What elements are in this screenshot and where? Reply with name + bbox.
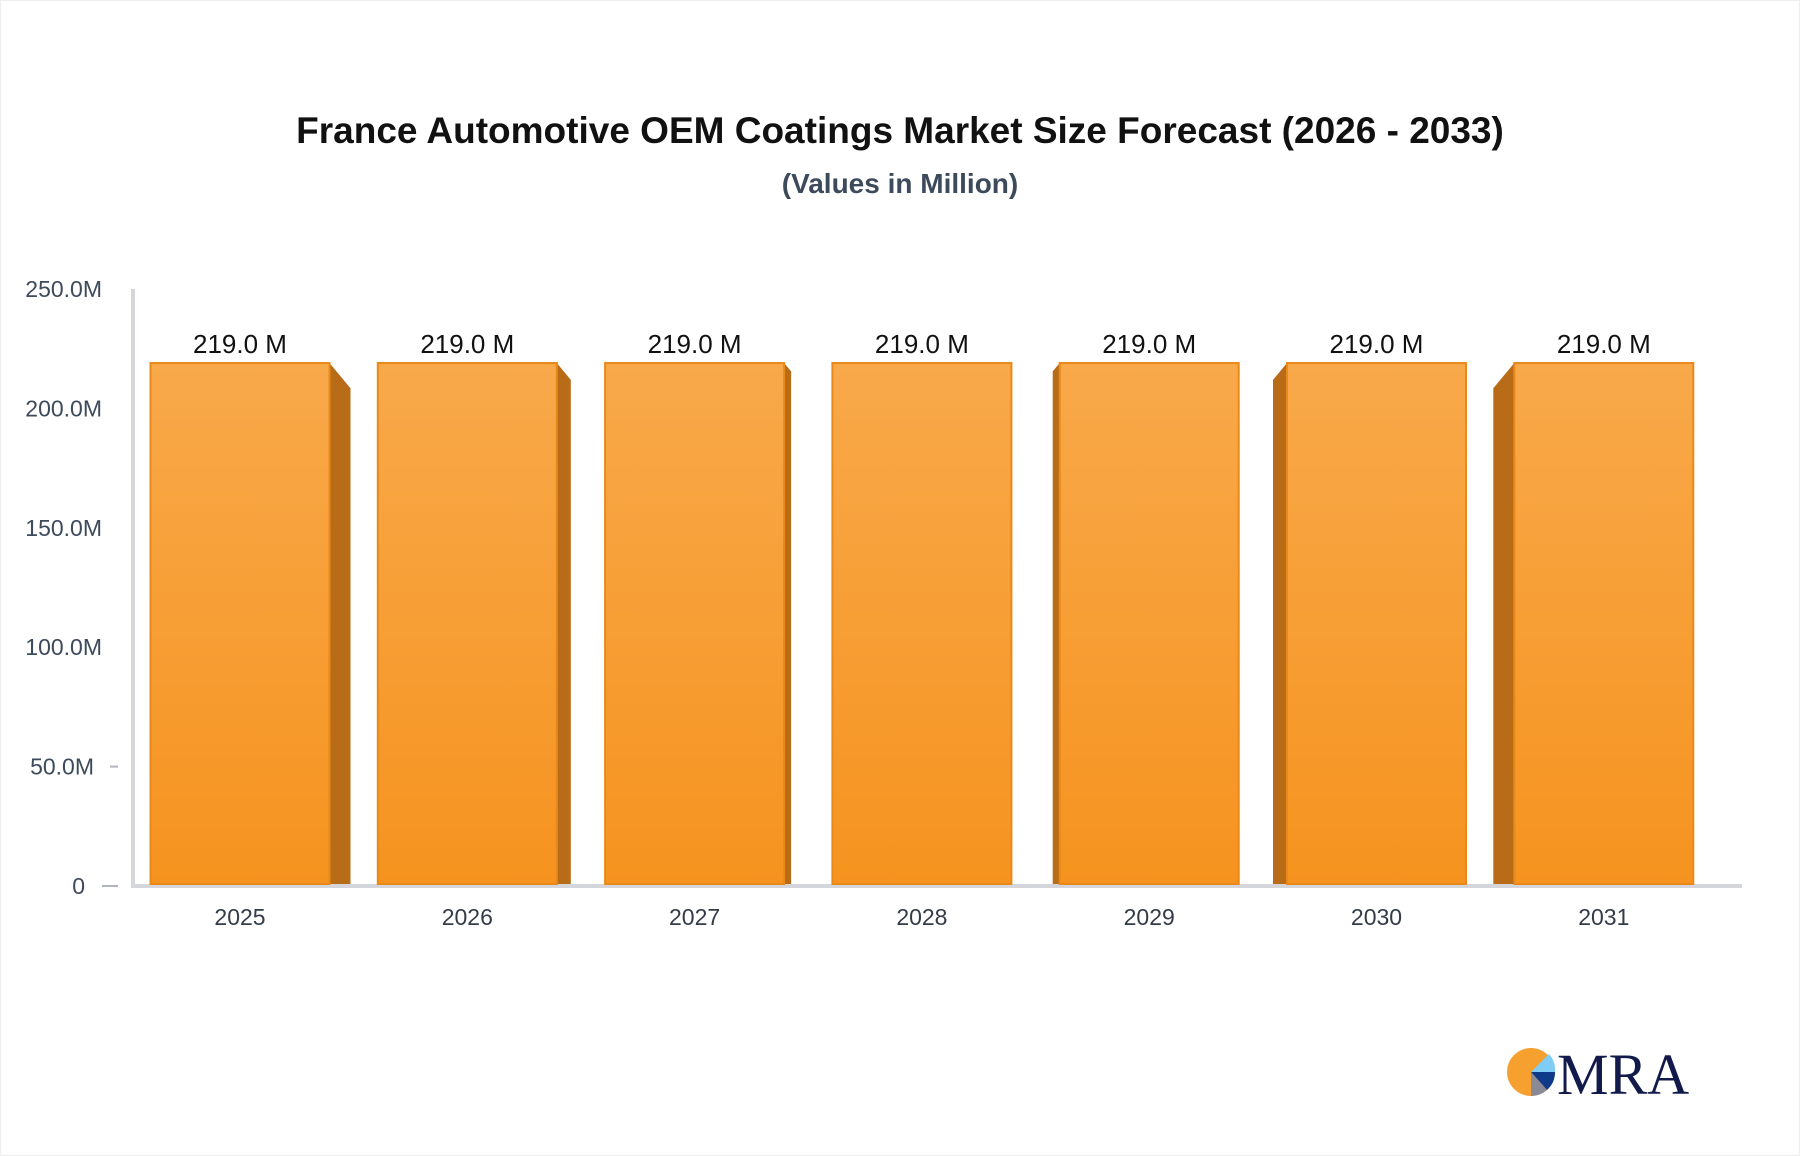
bar-2030 — [1286, 362, 1467, 885]
data-label: 219.0 M — [193, 329, 287, 359]
data-label: 219.0 M — [648, 329, 742, 359]
bar-side — [329, 363, 351, 884]
chart-subtitle: (Values in Million) — [781, 168, 1019, 199]
bar-side — [784, 363, 792, 884]
y-tick-label: 250.0M — [25, 276, 102, 302]
bar-side — [556, 363, 571, 884]
bar-side — [1273, 363, 1287, 884]
bar-2028 — [831, 362, 1013, 885]
mra-logo: MRA — [1505, 1040, 1695, 1100]
data-label: 219.0 M — [1330, 329, 1424, 359]
x-tick-label: 2027 — [669, 904, 720, 930]
y-tick-label: 50.0M — [30, 754, 94, 780]
x-tick-label: 2030 — [1351, 904, 1402, 930]
data-label: 219.0 M — [1102, 329, 1196, 359]
x-tick-label: 2025 — [214, 904, 265, 930]
y-tick-label: 0 — [72, 873, 85, 899]
chart-title: France Automotive OEM Coatings Market Si… — [296, 110, 1504, 151]
data-label: 219.0 M — [420, 329, 514, 359]
bar-2031 — [1513, 362, 1695, 885]
bar-side — [1493, 363, 1515, 884]
y-tick-label: 200.0M — [25, 395, 102, 421]
bar-2025 — [149, 362, 331, 885]
data-label: 219.0 M — [1557, 329, 1651, 359]
x-tick-label: 2031 — [1578, 904, 1629, 930]
y-tick-label: 100.0M — [25, 634, 102, 660]
x-tick-label: 2026 — [442, 904, 493, 930]
x-tick-label: 2029 — [1124, 904, 1175, 930]
svg-text:MRA: MRA — [1557, 1042, 1689, 1100]
y-tick-label: 150.0M — [25, 515, 102, 541]
bar-2027 — [604, 362, 786, 885]
bar-2026 — [376, 362, 558, 885]
bar-side — [1052, 363, 1060, 884]
x-tick-label: 2028 — [896, 904, 947, 930]
data-label: 219.0 M — [875, 329, 969, 359]
bar-2029 — [1058, 362, 1240, 885]
